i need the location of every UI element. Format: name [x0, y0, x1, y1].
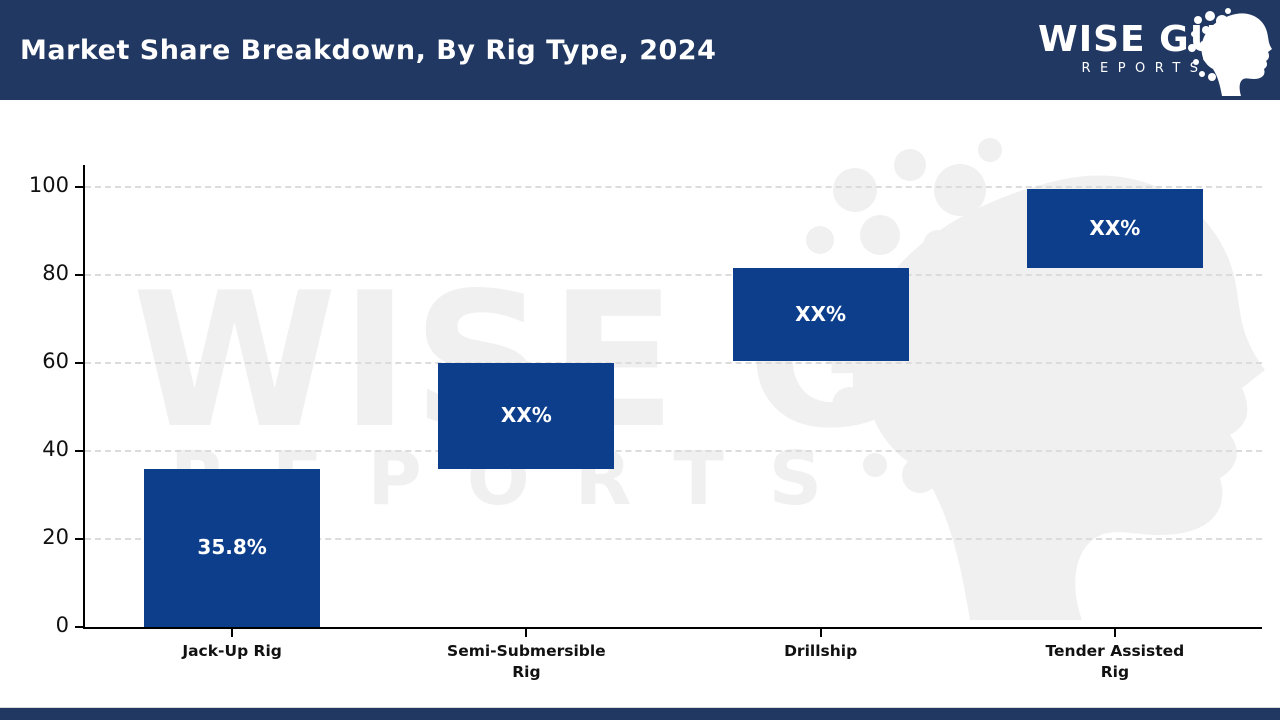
x-tick-label: Drillship — [784, 642, 858, 660]
header-bar: Market Share Breakdown, By Rig Type, 202… — [0, 0, 1280, 100]
gridline — [85, 538, 1262, 540]
bar-value-label: XX% — [1089, 215, 1141, 240]
wise-guy-logo: WISE GUY REPORTS — [1010, 6, 1272, 96]
y-tick-label: 20 — [42, 525, 69, 549]
x-axis-tick — [819, 629, 822, 637]
x-tick-label: Jack-Up Rig — [182, 642, 282, 660]
y-tick-label: 0 — [55, 613, 69, 637]
x-tick-label: Semi-Submersible Rig — [447, 642, 606, 681]
x-tick-label: Tender Assisted Rig — [1045, 642, 1185, 681]
chart-area: WISE GUY REPORTS 0 20 40 60 80 100 Jack-Up Rig… — [0, 100, 1280, 707]
bar-value-label: XX% — [795, 301, 847, 326]
gridline — [85, 450, 1262, 452]
page-title: Market Share Breakdown, By Rig Type, 202… — [20, 34, 717, 66]
bar-segment: 35.8% — [144, 469, 321, 627]
x-axis-tick — [1113, 629, 1116, 637]
y-axis-tick — [75, 274, 84, 276]
y-axis-tick — [75, 362, 84, 364]
bar-value-label: XX% — [500, 402, 552, 427]
y-axis-tick — [75, 538, 84, 540]
logo-head-icon — [1188, 8, 1272, 96]
gridline — [85, 186, 1262, 188]
y-tick-label: 100 — [28, 173, 69, 197]
y-axis-tick — [75, 186, 84, 188]
y-axis-tick — [75, 450, 84, 452]
plot-area: 0 20 40 60 80 100 Jack-Up Rig Semi-Submersible … — [0, 100, 1280, 707]
bar-segment: XX% — [1026, 189, 1203, 269]
x-axis-tick — [525, 629, 528, 637]
y-axis-line — [83, 165, 85, 628]
y-tick-label: 60 — [42, 349, 69, 373]
footer-bar — [0, 707, 1280, 720]
y-tick-label: 80 — [42, 261, 69, 285]
x-axis-tick — [231, 629, 234, 637]
y-axis-tick — [75, 626, 84, 628]
bar-segment: XX% — [732, 268, 909, 361]
gridline — [85, 362, 1262, 364]
bar-segment: XX% — [438, 363, 615, 469]
logo-wordmark-line2: REPORTS — [1081, 61, 1208, 76]
x-axis-line — [83, 627, 1262, 629]
gridline — [85, 274, 1262, 276]
y-tick-label: 40 — [42, 437, 69, 461]
bar-value-label: 35.8% — [197, 535, 267, 560]
